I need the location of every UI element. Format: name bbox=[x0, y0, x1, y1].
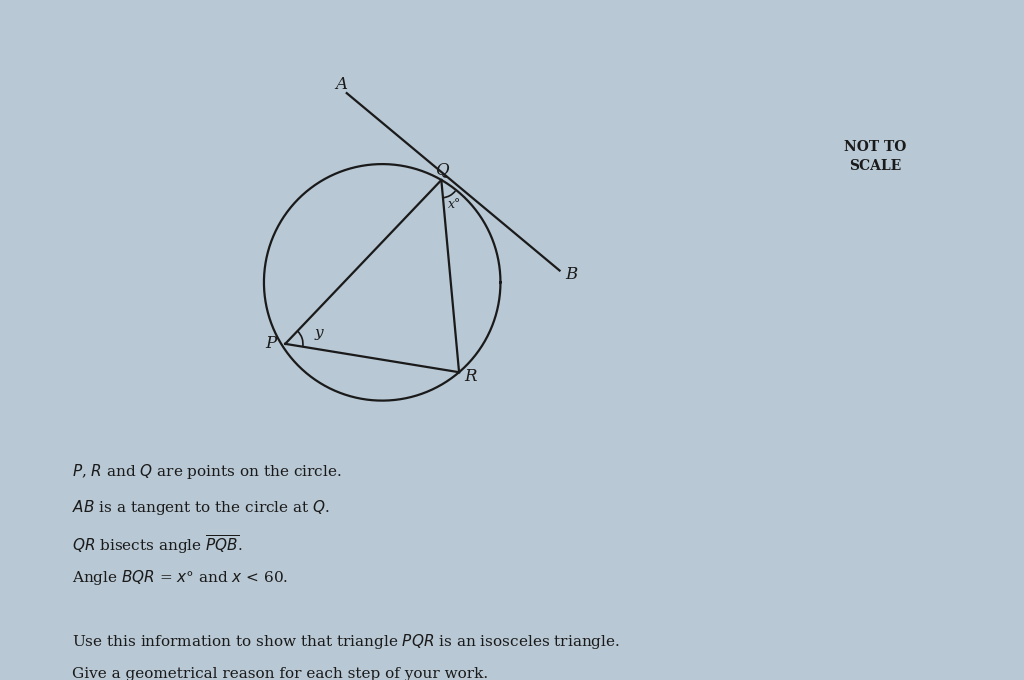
Text: x°: x° bbox=[449, 199, 462, 211]
Text: Give a geometrical reason for each step of your work.: Give a geometrical reason for each step … bbox=[72, 668, 487, 680]
Text: A: A bbox=[335, 76, 347, 93]
Text: Use this information to show that triangle $\mathit{PQR}$ is an isosceles triang: Use this information to show that triang… bbox=[72, 632, 620, 651]
Text: $\mathit{P}$, $\mathit{R}$ and $\mathit{Q}$ are points on the circle.: $\mathit{P}$, $\mathit{R}$ and $\mathit{… bbox=[72, 462, 341, 481]
Text: Q: Q bbox=[435, 161, 450, 178]
Text: $\mathit{QR}$ bisects angle $\overline{\mathit{PQB}}$.: $\mathit{QR}$ bisects angle $\overline{\… bbox=[72, 533, 243, 556]
Text: P: P bbox=[265, 335, 276, 352]
Text: B: B bbox=[565, 266, 578, 283]
Text: $\mathit{AB}$ is a tangent to the circle at $\mathit{Q}$.: $\mathit{AB}$ is a tangent to the circle… bbox=[72, 498, 330, 517]
Text: NOT TO
SCALE: NOT TO SCALE bbox=[845, 140, 906, 173]
Text: R: R bbox=[465, 369, 477, 386]
Text: Angle $\mathit{BQR}$ = $\mathit{x}$° and $\mathit{x}$ < 60.: Angle $\mathit{BQR}$ = $\mathit{x}$° and… bbox=[72, 568, 288, 588]
Text: y: y bbox=[314, 326, 324, 339]
